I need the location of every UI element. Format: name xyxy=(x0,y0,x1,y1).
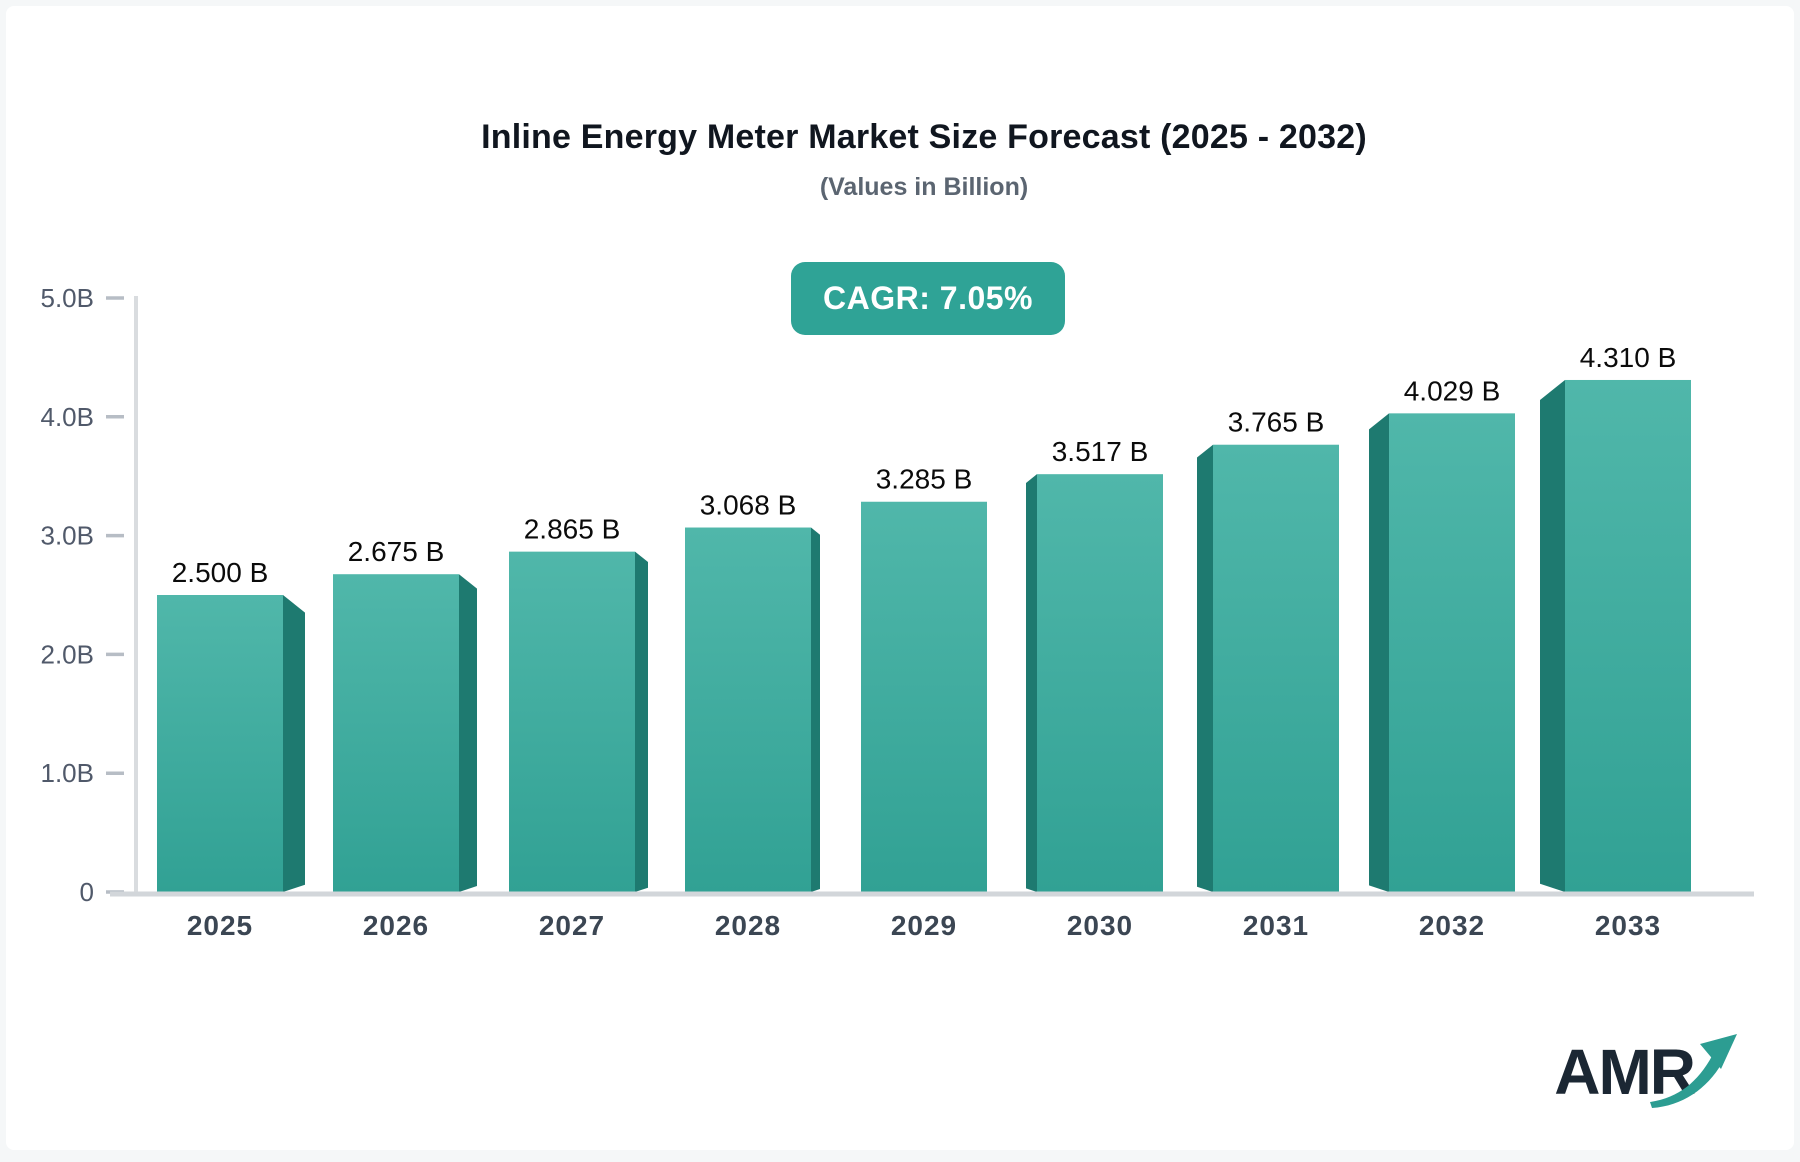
bar-side-face xyxy=(1026,474,1037,892)
bar xyxy=(1389,413,1515,892)
x-tick-label: 2029 xyxy=(891,910,957,941)
bar xyxy=(861,501,987,892)
bar-side-face xyxy=(1197,444,1213,892)
x-tick-label: 2033 xyxy=(1595,910,1661,941)
y-tick-label: 2.0B xyxy=(41,639,95,669)
bar-value-label: 4.310 B xyxy=(1580,342,1677,373)
x-tick-label: 2026 xyxy=(363,910,429,941)
bar xyxy=(509,551,635,892)
bar-value-label: 3.765 B xyxy=(1228,407,1325,438)
chart-subtitle: (Values in Billion) xyxy=(819,173,1029,201)
bar-value-label: 2.865 B xyxy=(524,514,621,545)
chart-header: Inline Energy Meter Market Size Forecast… xyxy=(224,118,1624,202)
bar-value-label: 4.029 B xyxy=(1404,375,1501,406)
y-tick-label: 5.0B xyxy=(41,283,95,313)
bar-value-label: 3.068 B xyxy=(700,490,797,521)
bar-side-face xyxy=(1369,413,1389,892)
bar xyxy=(157,595,283,892)
bar-side-face xyxy=(459,574,477,892)
growth-arrow-head xyxy=(1700,1034,1737,1069)
x-tick-label: 2030 xyxy=(1067,910,1133,941)
bar-side-face xyxy=(811,527,820,892)
bar-side-face xyxy=(283,595,305,892)
amr-logo: AMR xyxy=(1554,1034,1737,1108)
x-tick-label: 2032 xyxy=(1419,910,1485,941)
cagr-badge: CAGR: 7.05% xyxy=(791,262,1065,335)
bar xyxy=(685,527,811,892)
bar-value-label: 2.675 B xyxy=(348,536,445,567)
y-tick-label: 1.0B xyxy=(41,758,95,788)
growth-arrow-icon xyxy=(1650,1034,1737,1108)
amr-logo-text: AMR xyxy=(1554,1036,1696,1108)
y-tick-label: 3.0B xyxy=(41,521,95,551)
bar-value-label: 2.500 B xyxy=(172,557,269,588)
bar xyxy=(1565,379,1691,892)
bar xyxy=(333,574,459,892)
bar-side-face xyxy=(635,551,648,892)
bar-side-face xyxy=(1540,379,1565,892)
bar-chart: 0 1.0B 2.0B 3.0B 4.0B 5.0B 2.500 B 2025 2.675 B 2… xyxy=(41,283,1754,941)
bar xyxy=(1037,474,1163,892)
x-tick-label: 2028 xyxy=(715,910,781,941)
chart-card: Inline Energy Meter Market Size Forecast… xyxy=(6,6,1794,1150)
x-tick-label: 2031 xyxy=(1243,910,1309,941)
bar-value-label: 3.517 B xyxy=(1052,436,1149,467)
growth-arrow-swoosh xyxy=(1650,1056,1722,1108)
y-tick-label: 4.0B xyxy=(41,402,95,432)
y-tick-label: 0 xyxy=(80,877,94,907)
chart-title: Inline Energy Meter Market Size Forecast… xyxy=(481,118,1367,156)
x-tick-label: 2025 xyxy=(187,910,253,941)
bar-value-label: 3.285 B xyxy=(876,464,973,495)
bar xyxy=(1213,444,1339,892)
x-tick-label: 2027 xyxy=(539,910,605,941)
